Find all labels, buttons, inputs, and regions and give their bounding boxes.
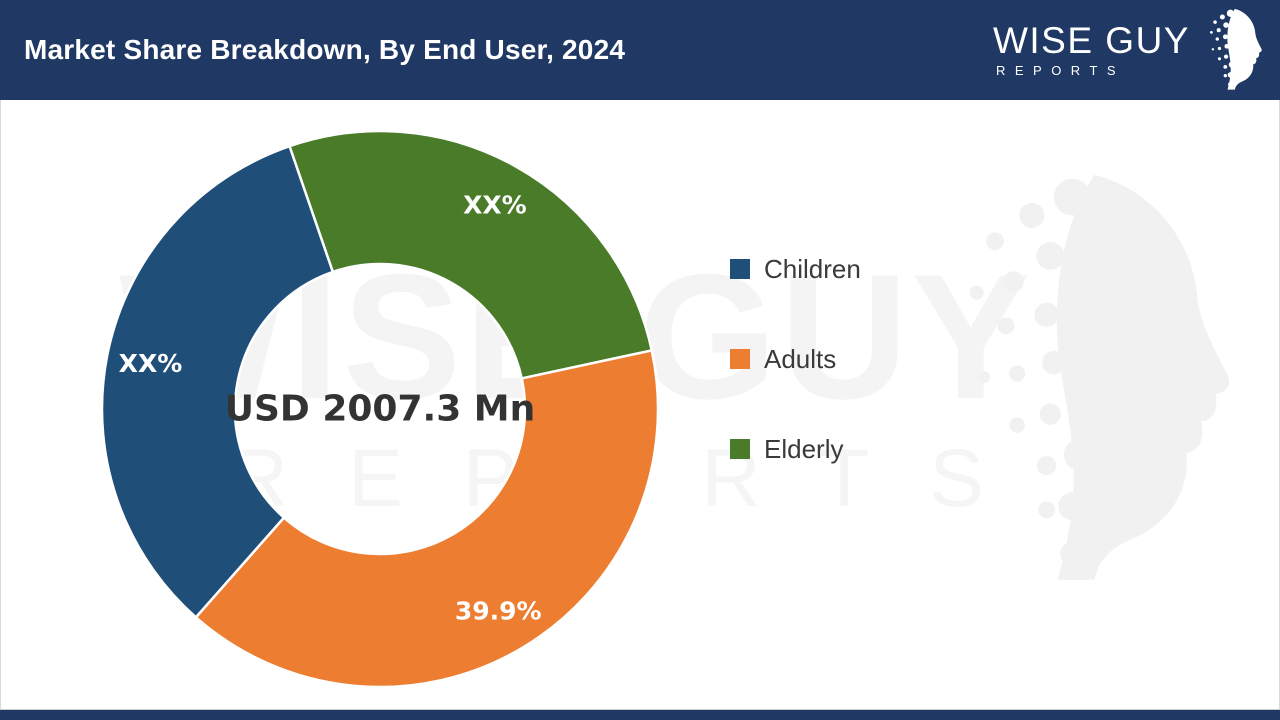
legend-item-elderly: Elderly — [730, 434, 861, 464]
donut-slice-adults — [194, 349, 660, 689]
legend-item-children: Children — [730, 254, 861, 284]
header: Market Share Breakdown, By End User, 202… — [0, 0, 1280, 100]
legend-label-elderly: Elderly — [764, 434, 844, 464]
donut-slice-children — [100, 144, 335, 619]
legend-item-adults: Adults — [730, 344, 861, 374]
chart-legend: Children Adults Elderly — [730, 254, 861, 528]
slice-label-adults: 39.9% — [455, 596, 542, 625]
page-title: Market Share Breakdown, By End User, 202… — [24, 34, 626, 65]
logo-wordmark: WISE GUY — [992, 20, 1190, 61]
legend-swatch-adults — [730, 349, 750, 369]
slice-label-elderly: XX% — [463, 191, 527, 220]
legend-swatch-elderly — [730, 439, 750, 459]
donut-slice-elderly — [288, 129, 654, 380]
legend-label-children: Children — [764, 254, 861, 284]
footer-bar — [0, 710, 1280, 720]
logo-face-icon — [1210, 8, 1262, 90]
donut-center-value: USD 2007.3 Mn — [225, 389, 535, 430]
legend-label-adults: Adults — [764, 344, 837, 374]
logo-subtext: REPORTS — [995, 63, 1126, 78]
legend-swatch-children — [730, 259, 750, 279]
chart-area: WISE GUY REPORTS XX%39.9%XX%USD 2007.3 M… — [0, 100, 1280, 710]
donut-chart: XX% 39.9% XX% USD 2007.3 Mn — [100, 129, 660, 689]
brand-logo-text: WISE GUY REPORTS — [993, 22, 1190, 78]
brand-logo: WISE GUY REPORTS — [993, 6, 1266, 94]
slice-label-children: XX% — [119, 349, 183, 378]
